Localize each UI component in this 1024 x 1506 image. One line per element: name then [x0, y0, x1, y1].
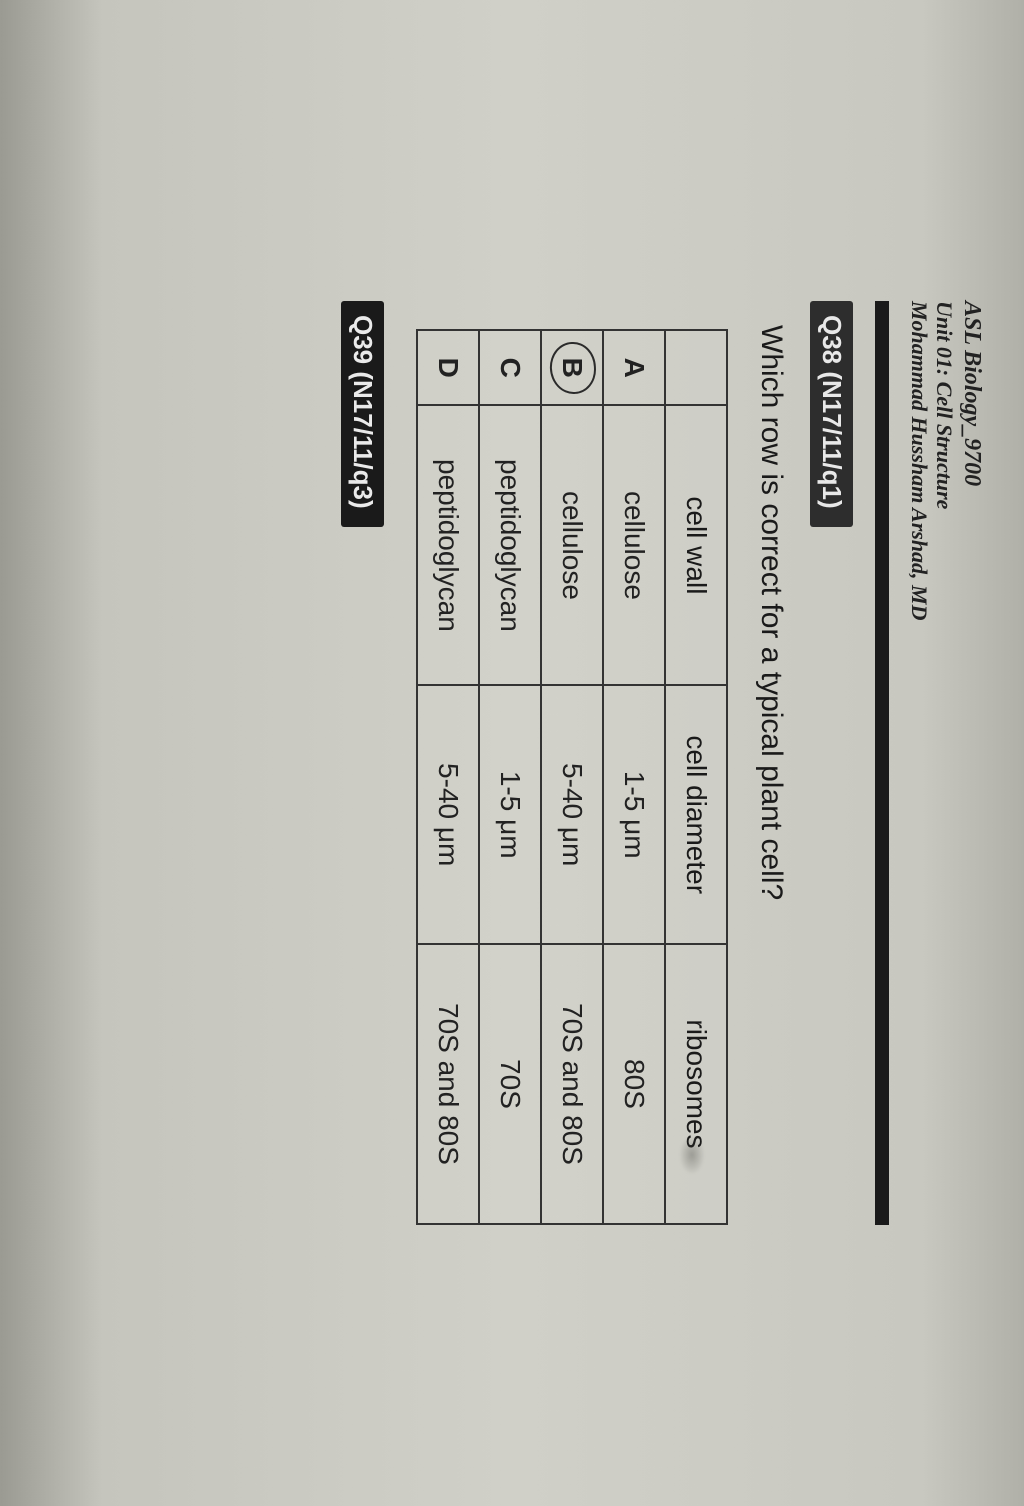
header-line-3: Mohammad Hussham Arshad, MD: [907, 301, 932, 1225]
cell-value: 1-5 μm: [479, 685, 541, 944]
header-line-1: ASL Biology_9700: [957, 301, 985, 1225]
col-head-choice: [665, 330, 727, 405]
table-row: Dpeptidoglycan5-40 μm70S and 80S: [417, 330, 479, 1224]
cell-value: 70S and 80S: [541, 944, 603, 1224]
col-head-ribosomes: ribosomes: [665, 944, 727, 1224]
cell-value: peptidoglycan: [417, 405, 479, 685]
table-row: Acellulose1-5 μm80S: [603, 330, 665, 1224]
col-head-cell-diameter: cell diameter: [665, 685, 727, 944]
cell-value: 1-5 μm: [603, 685, 665, 944]
cell-value: cellulose: [541, 405, 603, 685]
choice-c[interactable]: C: [479, 330, 541, 405]
choice-b[interactable]: B: [541, 330, 603, 405]
table-header-row: cell wall cell diameter ribosomes: [665, 330, 727, 1224]
q38-question-text: Which row is correct for a typical plant…: [754, 325, 788, 1225]
q38-label: Q38 (N17/11/q1): [810, 301, 853, 527]
table-row: Cpeptidoglycan1-5 μm70S: [479, 330, 541, 1224]
worksheet-page: ASL Biology_9700 Unit 01: Cell Structure…: [0, 241, 1024, 1265]
table-body: Acellulose1-5 μm80SBcellulose5-40 μm70S …: [417, 330, 665, 1224]
cell-value: 5-40 μm: [417, 685, 479, 944]
page-header: ASL Biology_9700 Unit 01: Cell Structure…: [907, 301, 985, 1225]
cell-value: 80S: [603, 944, 665, 1224]
cell-value: 70S and 80S: [417, 944, 479, 1224]
cell-value: peptidoglycan: [479, 405, 541, 685]
paper-smudge: [679, 1135, 705, 1175]
table-row: Bcellulose5-40 μm70S and 80S: [541, 330, 603, 1224]
header-line-2: Unit 01: Cell Structure: [932, 301, 957, 1225]
cell-value: 70S: [479, 944, 541, 1224]
q39-label: Q39 (N17/11/q3): [341, 301, 384, 527]
cell-value: cellulose: [603, 405, 665, 685]
q38-answer-table: cell wall cell diameter ribosomes Acellu…: [416, 329, 728, 1225]
header-divider: [875, 301, 889, 1225]
choice-d[interactable]: D: [417, 330, 479, 405]
choice-a[interactable]: A: [603, 330, 665, 405]
cell-value: 5-40 μm: [541, 685, 603, 944]
col-head-cell-wall: cell wall: [665, 405, 727, 685]
